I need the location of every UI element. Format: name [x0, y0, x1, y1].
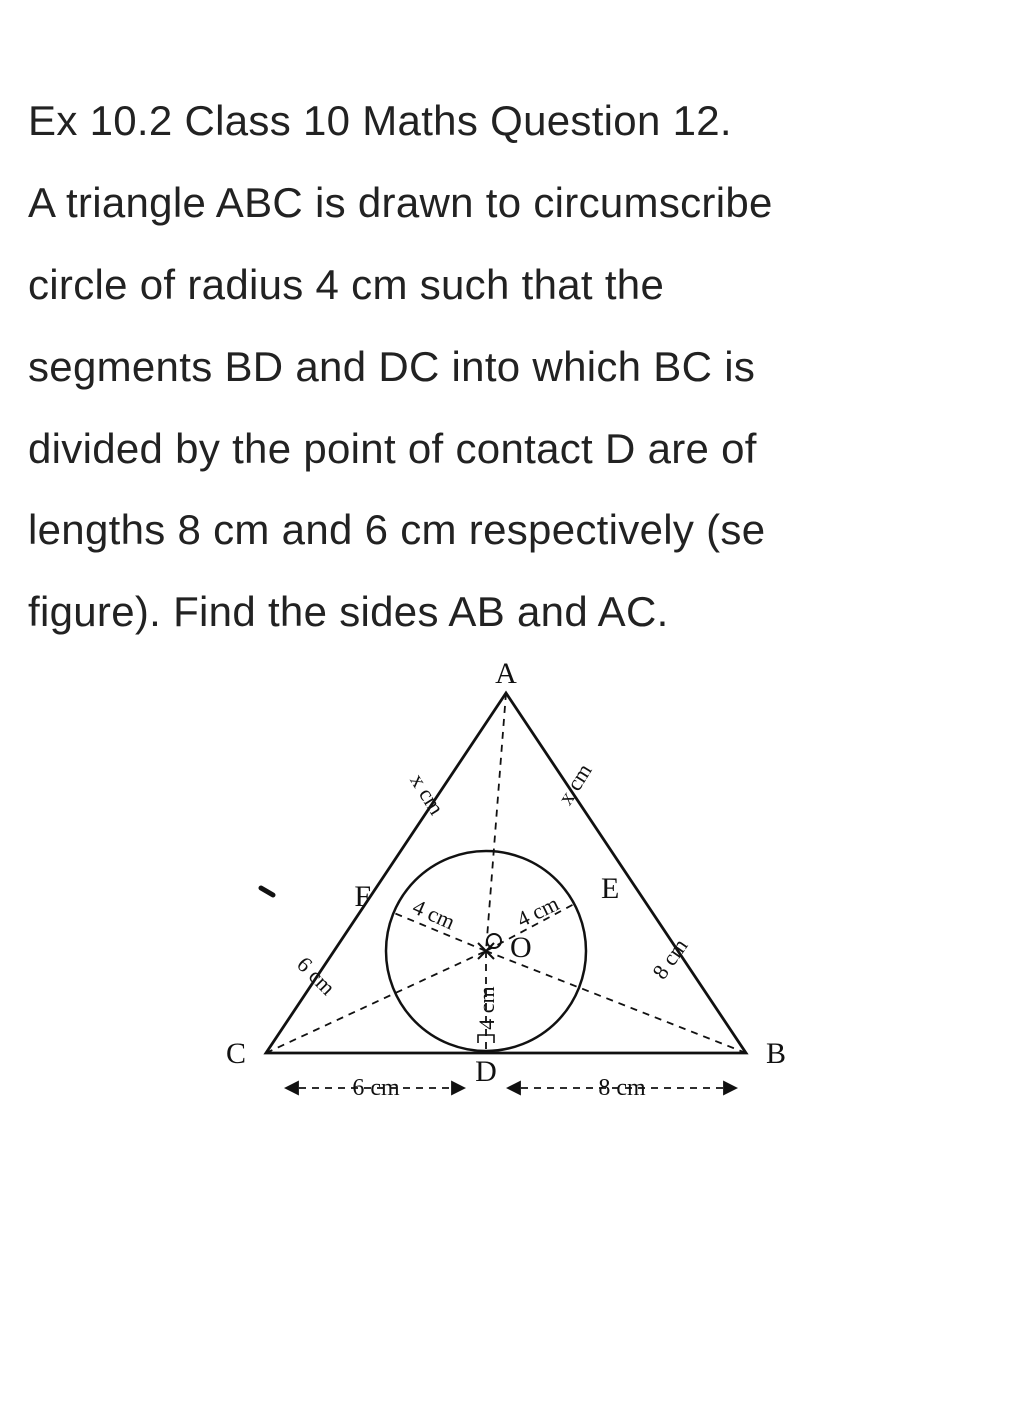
dim-cd: 6 cm	[352, 1075, 400, 1101]
label-E: E	[601, 872, 619, 905]
label-F: F	[354, 880, 371, 913]
dim-db: 8 cm	[598, 1075, 646, 1101]
line-5: divided by the point of contact D are of	[28, 408, 1004, 490]
line-7: figure). Find the sides AB and AC.	[28, 571, 1004, 653]
vertex-to-center-dashed	[266, 693, 746, 1053]
stray-mark	[261, 888, 273, 895]
label-O: O	[510, 931, 532, 964]
dim-r-od: 4 cm	[474, 987, 499, 1030]
line-3: circle of radius 4 cm such that the	[28, 244, 1004, 326]
line-1: Ex 10.2 Class 10 Maths Question 12.	[28, 80, 1004, 162]
line-2: A triangle ABC is drawn to circumscribe	[28, 162, 1004, 244]
dim-x-right: x cm	[553, 759, 597, 809]
line-6: lengths 8 cm and 6 cm respectively (se	[28, 489, 1004, 571]
right-angle-ticks	[478, 1035, 494, 1043]
triangle-abc	[266, 693, 746, 1053]
label-C: C	[226, 1037, 246, 1070]
question-text: Ex 10.2 Class 10 Maths Question 12. A tr…	[28, 80, 1004, 653]
dim-cf: 6 cm	[292, 952, 340, 1000]
dim-r-of: 4 cm	[409, 894, 459, 934]
label-D: D	[475, 1055, 497, 1088]
label-A: A	[495, 663, 517, 690]
line-4: segments BD and DC into which BC is	[28, 326, 1004, 408]
triangle-incircle-diagram: A B C D E F O x cm x cm 4 cm 4 cm 4 cm 6…	[206, 663, 826, 1133]
label-B: B	[766, 1037, 786, 1070]
dim-r-oe: 4 cm	[513, 891, 563, 932]
dim-x-left: x cm	[405, 769, 449, 819]
dim-be: 8 cm	[647, 934, 692, 984]
